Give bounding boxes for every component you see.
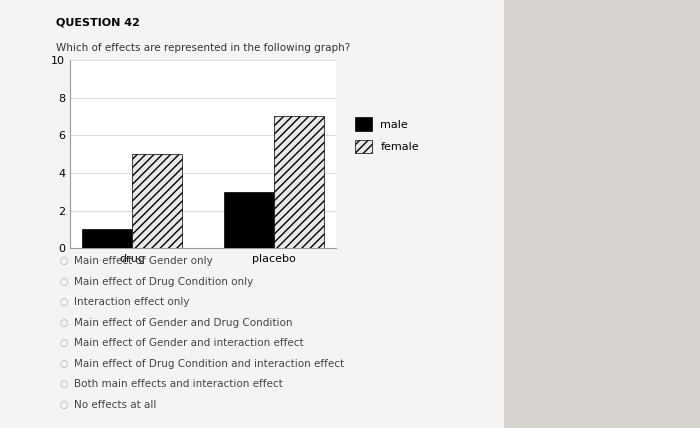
Text: QUESTION 42: QUESTION 42 <box>56 17 140 27</box>
Text: No effects at all: No effects at all <box>74 400 157 410</box>
Text: ○: ○ <box>60 256 68 266</box>
Text: Main effect of Gender only: Main effect of Gender only <box>74 256 213 266</box>
Text: Interaction effect only: Interaction effect only <box>74 297 190 307</box>
Bar <box>82 229 132 248</box>
Text: ○: ○ <box>60 276 68 287</box>
Text: ○: ○ <box>60 379 68 389</box>
Bar <box>274 116 324 248</box>
Legend: male, female: male, female <box>355 117 419 153</box>
Text: Which of effects are represented in the following graph?: Which of effects are represented in the … <box>56 43 350 53</box>
Bar <box>132 154 182 248</box>
Text: Main effect of Gender and interaction effect: Main effect of Gender and interaction ef… <box>74 338 304 348</box>
Text: Main effect of Gender and Drug Condition: Main effect of Gender and Drug Condition <box>74 318 293 328</box>
Text: ○: ○ <box>60 318 68 328</box>
Text: Main effect of Drug Condition and interaction effect: Main effect of Drug Condition and intera… <box>74 359 344 369</box>
Bar <box>224 192 274 248</box>
Text: Main effect of Drug Condition only: Main effect of Drug Condition only <box>74 276 253 287</box>
Text: ○: ○ <box>60 359 68 369</box>
Text: ○: ○ <box>60 297 68 307</box>
Text: Both main effects and interaction effect: Both main effects and interaction effect <box>74 379 283 389</box>
Text: ○: ○ <box>60 338 68 348</box>
Text: ○: ○ <box>60 400 68 410</box>
